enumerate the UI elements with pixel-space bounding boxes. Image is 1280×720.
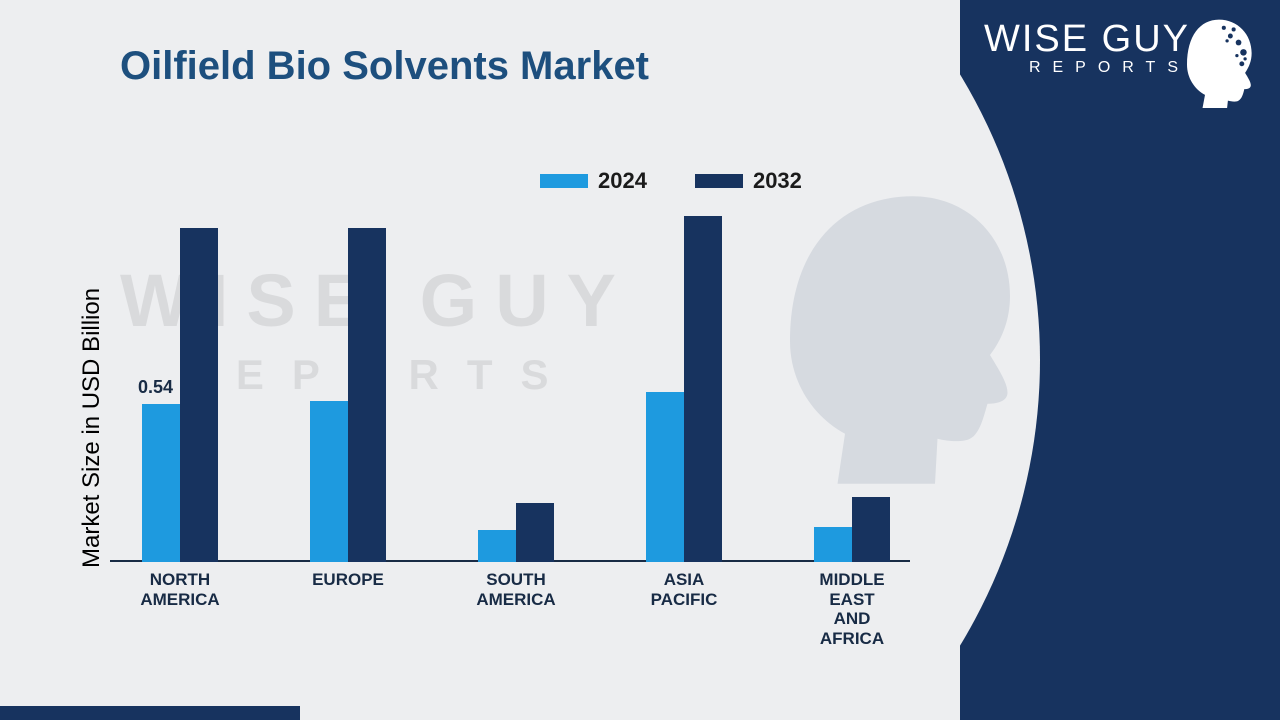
bar-group xyxy=(478,503,554,562)
bar xyxy=(142,404,180,562)
legend-item-2032: 2032 xyxy=(695,168,802,194)
legend-item-2024: 2024 xyxy=(540,168,647,194)
bar xyxy=(478,530,516,562)
category-label: ASIAPACIFIC xyxy=(616,570,752,609)
plot-area: 0.54 NORTHAMERICAEUROPESOUTHAMERICAASIAP… xyxy=(110,210,910,562)
brand-logo: WISE GUY REPORTS xyxy=(984,18,1258,77)
category-label: SOUTHAMERICA xyxy=(448,570,584,609)
legend: 2024 2032 xyxy=(540,168,802,194)
category-label: NORTHAMERICA xyxy=(112,570,248,609)
bar xyxy=(310,401,348,562)
bar xyxy=(348,228,386,562)
legend-label-2032: 2032 xyxy=(753,168,802,194)
bar-group xyxy=(646,216,722,562)
bar xyxy=(516,503,554,562)
logo-head-icon xyxy=(1170,18,1258,108)
legend-swatch-2032 xyxy=(695,174,743,188)
bar-group xyxy=(814,497,890,562)
bar-group xyxy=(310,228,386,562)
bar xyxy=(814,527,852,562)
legend-label-2024: 2024 xyxy=(598,168,647,194)
y-axis-label: Market Size in USD Billion xyxy=(78,288,106,568)
bar xyxy=(684,216,722,562)
chart-title: Oilfield Bio Solvents Market xyxy=(120,44,649,89)
category-label: MIDDLEEASTANDAFRICA xyxy=(784,570,920,648)
bar xyxy=(180,228,218,562)
chart-stage: WISE GUY REPORTS Oilfield Bio Solvents M… xyxy=(0,0,1280,720)
bar xyxy=(852,497,890,562)
bottom-accent-bar xyxy=(0,706,300,720)
category-label: EUROPE xyxy=(280,570,416,590)
legend-swatch-2024 xyxy=(540,174,588,188)
bar xyxy=(646,392,684,562)
bar-group xyxy=(142,228,218,562)
